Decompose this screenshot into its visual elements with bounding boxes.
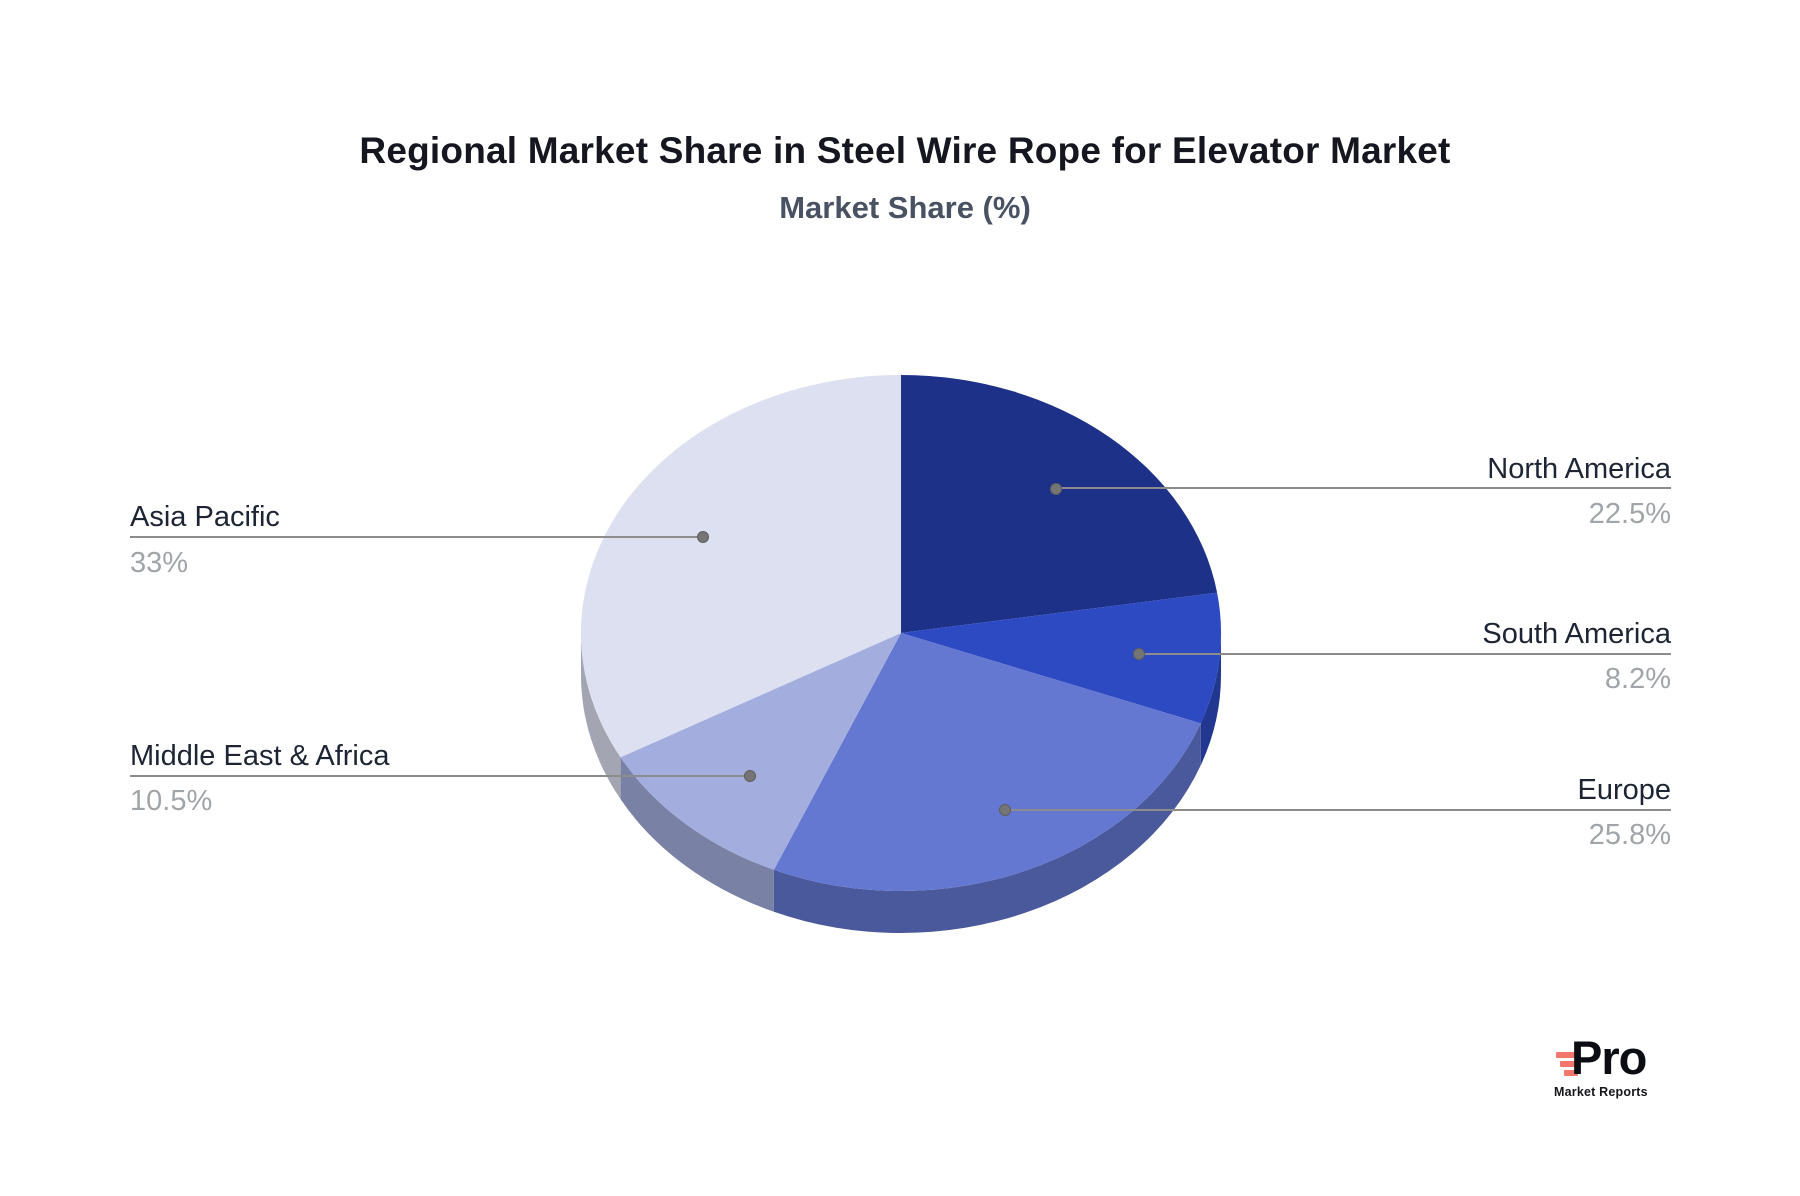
callout-line-middle-east-africa	[130, 775, 750, 777]
pie-side-south-america	[1200, 633, 1221, 766]
pie-side-middle-east-africa	[620, 757, 774, 912]
pro-market-reports-logo: Pro Market Reports	[1545, 1034, 1648, 1110]
pie-slice-south-america	[901, 592, 1222, 724]
callout-value-europe: 25.8%	[1588, 819, 1671, 851]
pie-slice-middle-east-africa	[620, 633, 901, 870]
callout-line-asia-pacific	[130, 536, 703, 538]
chart-title: Regional Market Share in Steel Wire Rope…	[359, 130, 1451, 171]
pie-side-asia-pacific	[581, 633, 621, 800]
callout-dot-europe	[999, 804, 1011, 816]
logo-tagline: Market Reports	[1554, 1085, 1648, 1099]
callout-label-middle-east-africa: Middle East & Africa	[130, 740, 390, 772]
callout-value-south-america: 8.2%	[1604, 663, 1671, 695]
pie-slice-asia-pacific	[581, 375, 901, 758]
callout-label-europe: Europe	[1577, 774, 1671, 806]
callout-value-middle-east-africa: 10.5%	[130, 785, 213, 817]
logo-wordmark: Pro	[1571, 1031, 1647, 1084]
logo-bar-icon	[1564, 1070, 1578, 1076]
callout-dot-asia-pacific	[697, 531, 709, 543]
pie-side-europe	[773, 723, 1201, 934]
callout-line-europe	[1005, 809, 1671, 811]
callout-label-north-america: North America	[1487, 453, 1671, 485]
callout-label-asia-pacific: Asia Pacific	[130, 501, 280, 533]
chart-subtitle: Market Share (%)	[779, 190, 1031, 225]
callout-dot-middle-east-africa	[744, 770, 756, 782]
callout-value-north-america: 22.5%	[1588, 498, 1671, 530]
pie-slice-north-america	[901, 375, 1218, 633]
callout-dot-south-america	[1133, 648, 1145, 660]
callout-dot-north-america	[1050, 483, 1062, 495]
callout-value-asia-pacific: 33%	[130, 547, 189, 579]
logo-bar-icon	[1556, 1052, 1575, 1058]
pie-slice-europe	[773, 633, 1201, 892]
callout-label-south-america: South America	[1482, 618, 1671, 650]
logo-bar-icon	[1560, 1061, 1578, 1067]
callout-line-south-america	[1139, 653, 1671, 655]
callout-line-north-america	[1056, 487, 1671, 489]
